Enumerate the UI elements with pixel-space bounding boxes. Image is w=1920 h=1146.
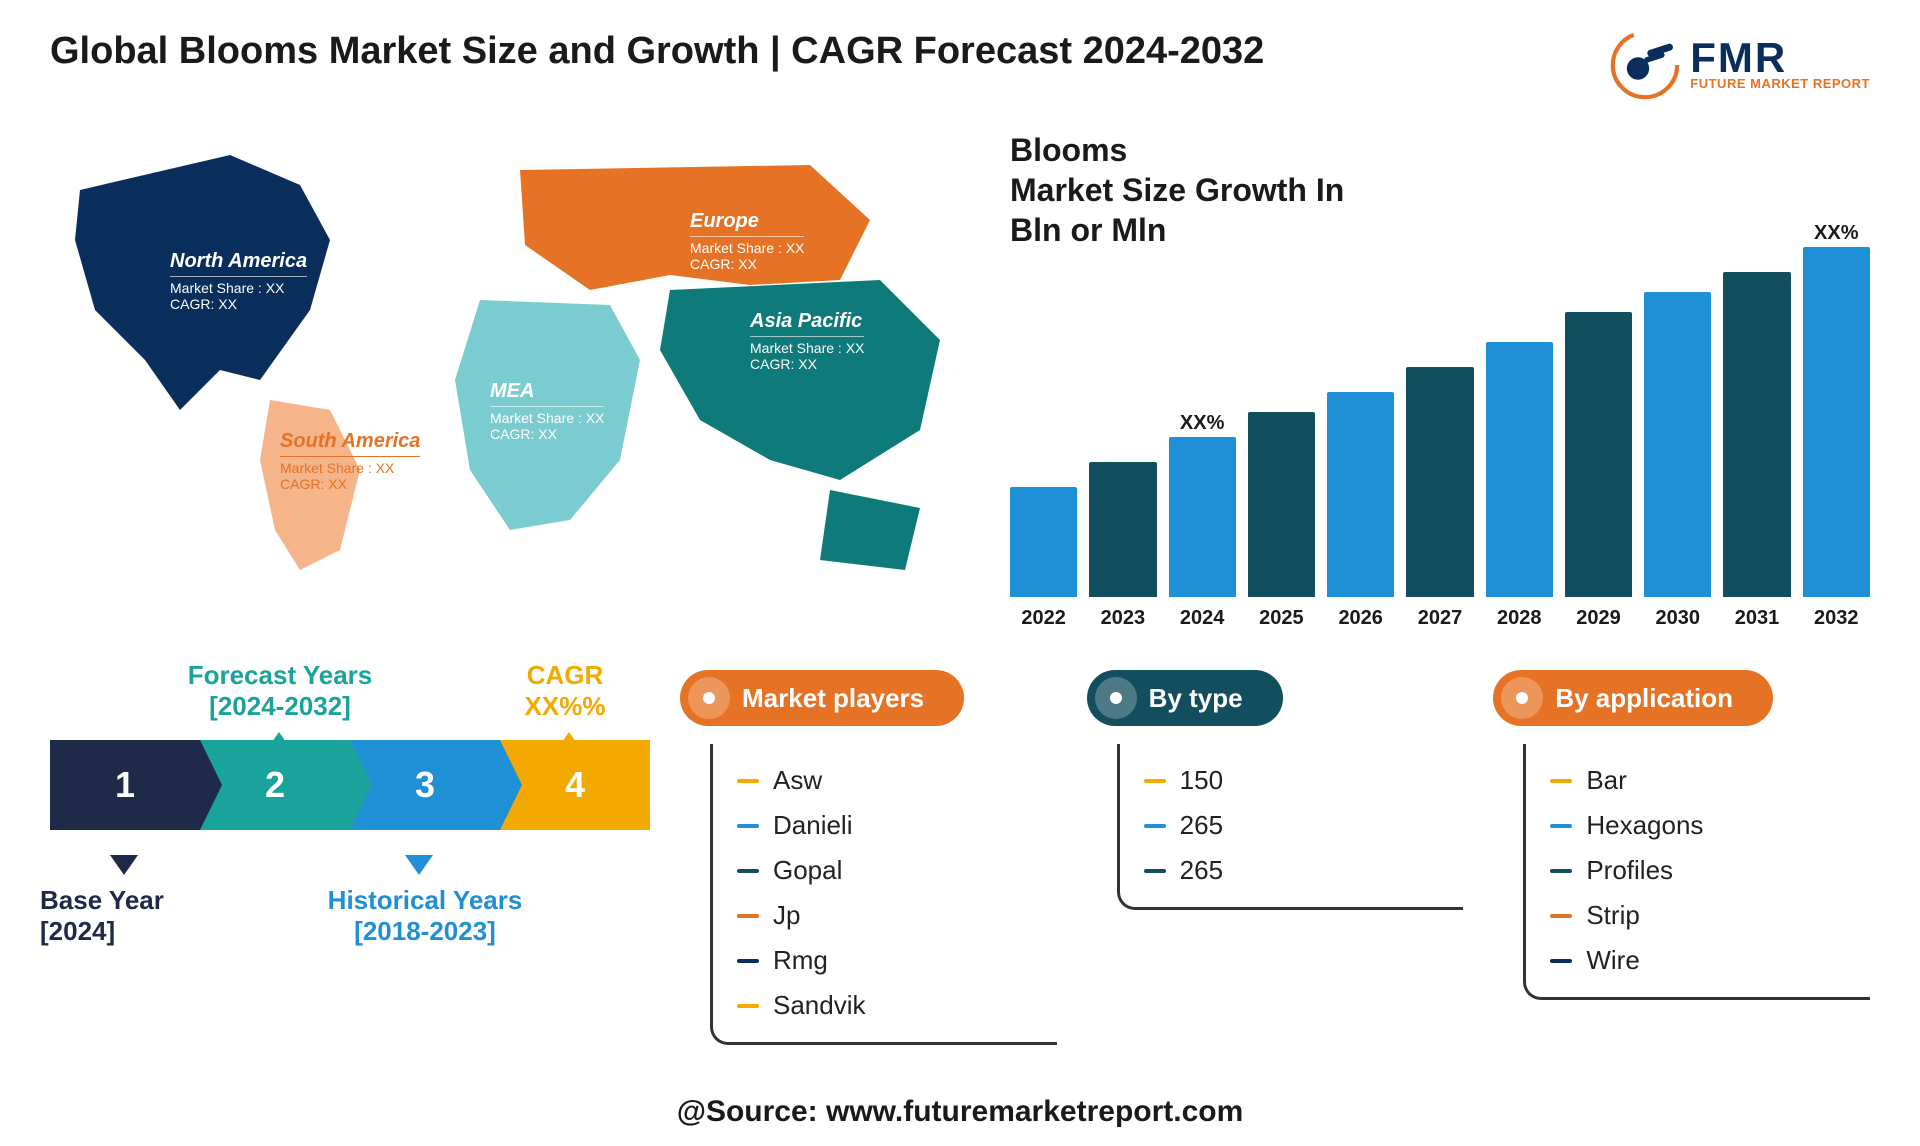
list-item: Strip [1550, 893, 1870, 938]
list-item: Sandvik [737, 983, 1057, 1028]
growth-chart: Blooms Market Size Growth In Bln or Mln … [1010, 130, 1870, 630]
tick-icon [737, 779, 759, 783]
by-type-panel: By type 150265265 [1087, 670, 1464, 910]
region-north-america: North America Market Share : XXCAGR: XX [170, 250, 307, 312]
pill-by-application: By application [1493, 670, 1773, 726]
list-item: Asw [737, 758, 1057, 803]
timeline-bar: 1234 [50, 740, 650, 830]
header: Global Blooms Market Size and Growth | C… [50, 30, 1870, 100]
bar-container: 20222023XX%20242025202620272028202920302… [1010, 270, 1870, 630]
bar-2032: XX%2032 [1803, 247, 1870, 630]
chart-title-l2: Market Size Growth In [1010, 172, 1344, 208]
pill-market-players: Market players [680, 670, 964, 726]
app-list: BarHexagonsProfilesStripWire [1523, 744, 1870, 1000]
bar-2031: 2031 [1723, 272, 1790, 630]
by-application-panel: By application BarHexagonsProfilesStripW… [1493, 670, 1870, 1000]
bar-2023: 2023 [1089, 462, 1156, 630]
source-text: @Source: www.futuremarketreport.com [50, 1095, 1870, 1129]
tick-icon [1144, 779, 1166, 783]
dot-icon [1501, 677, 1543, 719]
timeline-seg-4: 4 [500, 740, 650, 830]
chart-title: Blooms Market Size Growth In Bln or Mln [1010, 130, 1870, 250]
chart-title-l3: Bln or Mln [1010, 212, 1166, 248]
tick-icon [1550, 914, 1572, 918]
tick-icon [737, 824, 759, 828]
region-mea: MEA Market Share : XXCAGR: XX [490, 380, 604, 442]
list-item: 150 [1144, 758, 1464, 803]
logo-icon [1610, 30, 1680, 100]
market-players-panel: Market players AswDanieliGopalJpRmgSandv… [680, 670, 1057, 1045]
bar-2030: 2030 [1644, 292, 1711, 630]
bar-2029: 2029 [1565, 312, 1632, 630]
bar-2028: 2028 [1486, 342, 1553, 630]
pill-label: By type [1149, 683, 1243, 714]
arrow-down-icon [405, 855, 433, 875]
arrow-down-icon [110, 855, 138, 875]
list-item: Profiles [1550, 848, 1870, 893]
tick-icon [1550, 824, 1572, 828]
tick-icon [1550, 779, 1572, 783]
logo-text-sub: FUTURE MARKET REPORT [1690, 76, 1870, 91]
cagr-label: CAGRXX%% [490, 660, 640, 722]
region-asia-pacific: Asia Pacific Market Share : XXCAGR: XX [750, 310, 864, 372]
pill-label: By application [1555, 683, 1733, 714]
bar-2024: XX%2024 [1169, 437, 1236, 630]
tick-icon [1144, 869, 1166, 873]
pill-label: Market players [742, 683, 924, 714]
list-item: Wire [1550, 938, 1870, 983]
bar-2026: 2026 [1327, 392, 1394, 630]
list-item: Jp [737, 893, 1057, 938]
timeline: Forecast Years[2024-2032] CAGRXX%% 1234 … [50, 670, 650, 830]
region-south-america: South America Market Share : XXCAGR: XX [280, 430, 420, 492]
tick-icon [737, 869, 759, 873]
dot-icon [688, 677, 730, 719]
list-item: Gopal [737, 848, 1057, 893]
tick-icon [1550, 959, 1572, 963]
list-item: Bar [1550, 758, 1870, 803]
world-map: North America Market Share : XXCAGR: XX S… [50, 130, 970, 580]
list-item: 265 [1144, 848, 1464, 893]
dot-icon [1095, 677, 1137, 719]
logo-text-fmr: FMR [1690, 39, 1870, 77]
list-item: 265 [1144, 803, 1464, 848]
timeline-seg-1: 1 [50, 740, 200, 830]
type-list: 150265265 [1117, 744, 1464, 910]
list-item: Danieli [737, 803, 1057, 848]
players-list: AswDanieliGopalJpRmgSandvik [710, 744, 1057, 1045]
tick-icon [1550, 869, 1572, 873]
bar-2025: 2025 [1248, 412, 1315, 630]
region-europe: Europe Market Share : XXCAGR: XX [690, 210, 804, 272]
tick-icon [737, 1004, 759, 1008]
base-year-label: Base Year[2024] [40, 885, 210, 947]
tick-icon [737, 959, 759, 963]
bar-2027: 2027 [1406, 367, 1473, 630]
list-item: Hexagons [1550, 803, 1870, 848]
tick-icon [737, 914, 759, 918]
timeline-seg-3: 3 [350, 740, 500, 830]
historical-label: Historical Years[2018-2023] [310, 885, 540, 947]
chart-title-l1: Blooms [1010, 132, 1127, 168]
page-title: Global Blooms Market Size and Growth | C… [50, 30, 1264, 73]
list-item: Rmg [737, 938, 1057, 983]
timeline-seg-2: 2 [200, 740, 350, 830]
forecast-label: Forecast Years[2024-2032] [180, 660, 380, 722]
tick-icon [1144, 824, 1166, 828]
bar-2022: 2022 [1010, 487, 1077, 630]
logo: FMR FUTURE MARKET REPORT [1610, 30, 1870, 100]
pill-by-type: By type [1087, 670, 1283, 726]
